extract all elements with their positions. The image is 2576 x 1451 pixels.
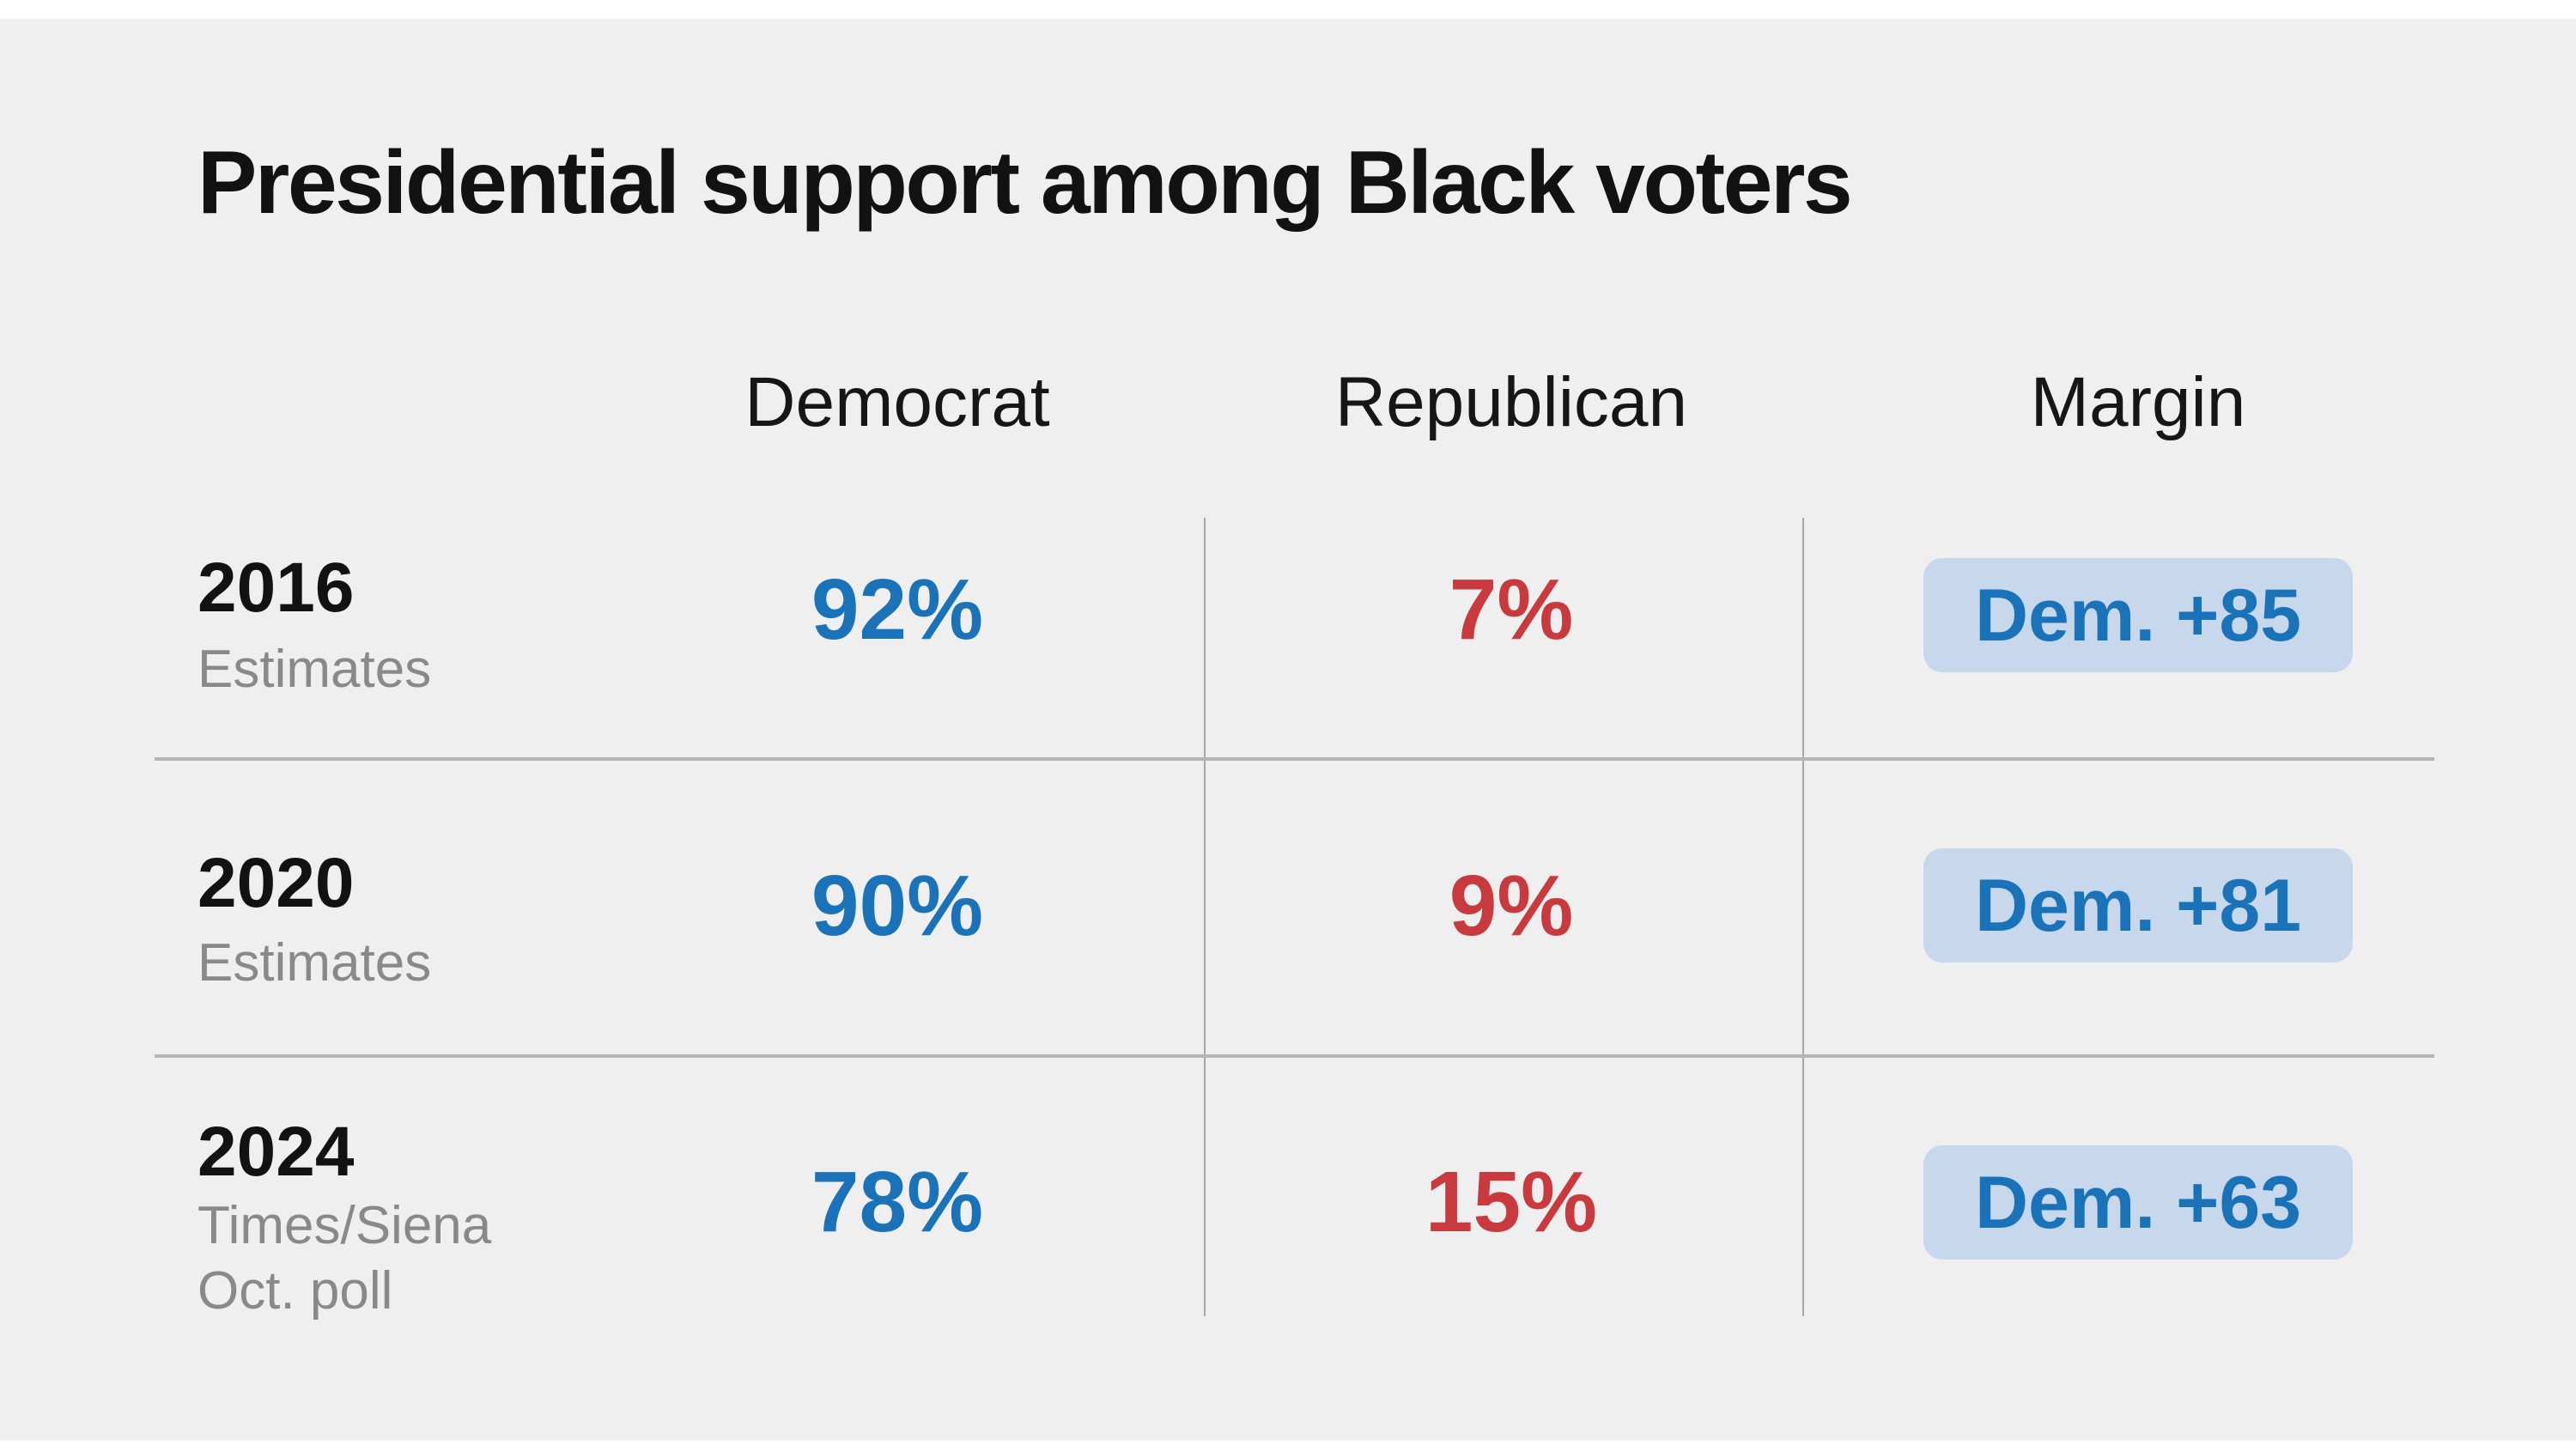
vertical-divider-1: [1204, 518, 1206, 1316]
republican-value-2016: 7%: [1449, 562, 1574, 658]
democrat-value-2020: 90%: [811, 858, 984, 954]
horizontal-divider-2: [155, 1054, 2434, 1058]
chart-title: Presidential support among Black voters: [197, 133, 1853, 233]
row-source-2024: Times/Siena Oct. poll: [197, 1196, 492, 1320]
margin-badge-2024: Dem. +63: [1923, 1145, 2353, 1260]
democrat-value-2024: 78%: [811, 1154, 984, 1250]
margin-badge-2020: Dem. +81: [1923, 848, 2353, 962]
republican-value-2024: 15%: [1425, 1154, 1598, 1250]
row-source-2020: Estimates: [197, 933, 432, 993]
democrat-value-2016: 92%: [811, 562, 984, 658]
column-header-margin: Margin: [2030, 363, 2246, 441]
republican-value-2020: 9%: [1449, 858, 1574, 954]
horizontal-divider-1: [155, 757, 2434, 761]
row-year-2016: 2016: [197, 549, 355, 627]
column-header-democrat: Democrat: [744, 363, 1050, 441]
row-year-2024: 2024: [197, 1113, 355, 1191]
margin-badge-2016: Dem. +85: [1923, 558, 2353, 672]
row-year-2020: 2020: [197, 844, 355, 922]
vertical-divider-2: [1802, 518, 1804, 1316]
row-source-2016: Estimates: [197, 640, 432, 699]
column-header-republican: Republican: [1334, 363, 1688, 441]
